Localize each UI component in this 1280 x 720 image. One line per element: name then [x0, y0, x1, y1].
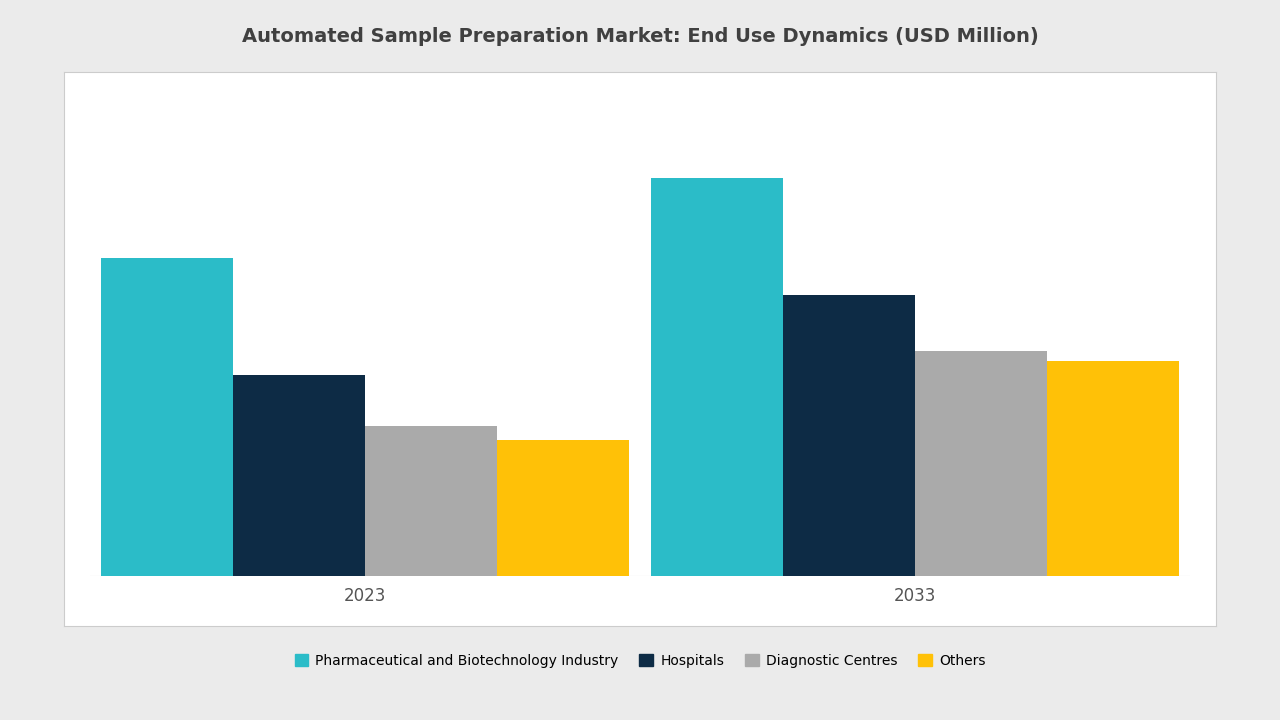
- Bar: [233, 374, 365, 576]
- Bar: [365, 426, 497, 576]
- Text: Automated Sample Preparation Market: End Use Dynamics (USD Million): Automated Sample Preparation Market: End…: [242, 27, 1038, 45]
- Bar: [783, 295, 915, 576]
- Bar: [652, 178, 783, 576]
- Bar: [1047, 361, 1179, 576]
- Bar: [915, 351, 1047, 576]
- Bar: [101, 258, 233, 576]
- Bar: [497, 440, 628, 576]
- Legend: Pharmaceutical and Biotechnology Industry, Hospitals, Diagnostic Centres, Others: Pharmaceutical and Biotechnology Industr…: [289, 649, 991, 674]
